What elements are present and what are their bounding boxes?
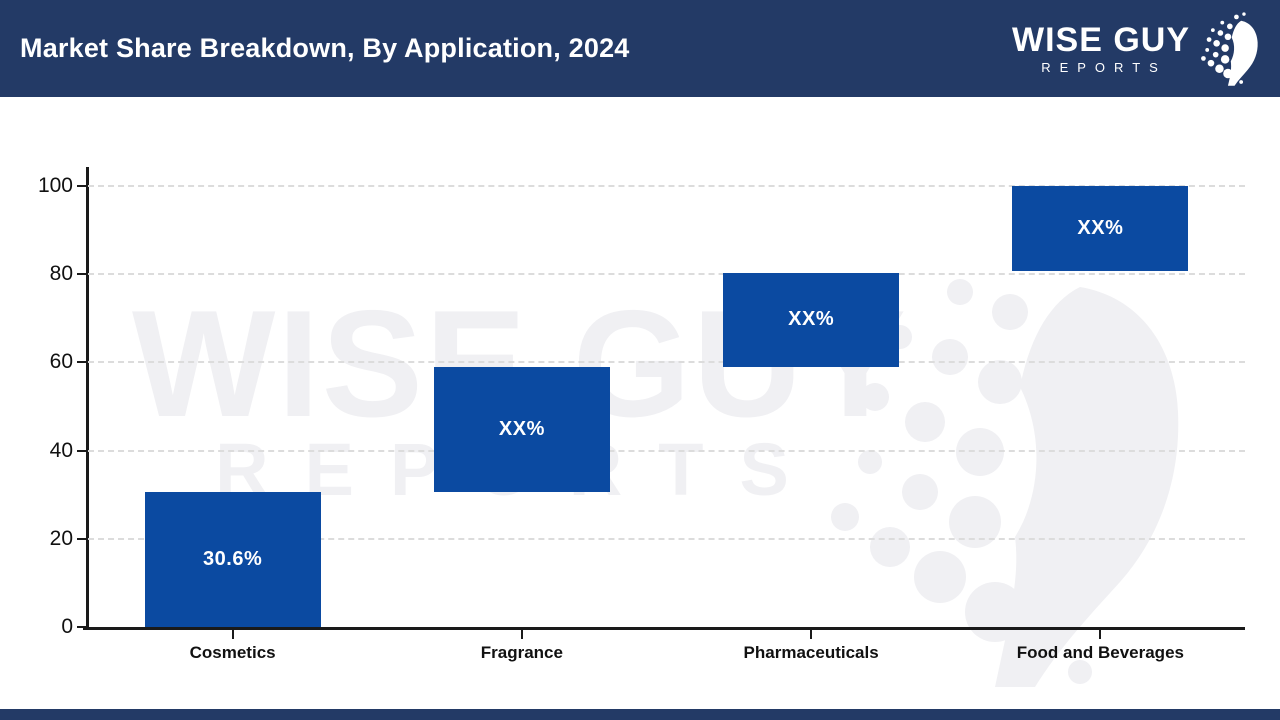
y-tick-label-60: 60 xyxy=(49,350,73,374)
plot-area: 0 20 40 60 80 100 30.6% Cosmetics XX% Fragrance XX… xyxy=(38,167,1245,662)
bar-pharmaceuticals: XX% xyxy=(723,272,900,367)
category-label-pharmaceuticals: Pharmaceuticals xyxy=(743,643,879,662)
y-tick-label-20: 20 xyxy=(49,526,73,550)
category-label-food-and-beverages: Food and Beverages xyxy=(1016,643,1184,662)
bar-cosmetics: 30.6% xyxy=(144,492,321,627)
x-tick-2 xyxy=(810,630,813,639)
bar-value-label: XX% xyxy=(498,417,545,440)
x-tick-3 xyxy=(1099,630,1102,639)
category-label-cosmetics: Cosmetics xyxy=(189,643,276,662)
y-tick-label-80: 80 xyxy=(49,262,73,286)
logo-head-dots-icon xyxy=(1201,12,1258,86)
category-label-fragrance: Fragrance xyxy=(480,643,563,662)
logo-wiseguy-text: WISE GUY xyxy=(1012,21,1191,59)
y-tick-0 xyxy=(77,626,86,628)
gridline-y-100 xyxy=(88,185,1245,187)
x-axis-line xyxy=(83,627,1245,630)
logo-reports-text: REPORTS xyxy=(1041,60,1167,75)
y-tick-100 xyxy=(77,185,86,187)
y-tick-40 xyxy=(77,449,86,452)
brand-logo: WISE GUY REPORTS xyxy=(1012,10,1262,88)
footer-bar xyxy=(0,709,1280,720)
bar-value-label: XX% xyxy=(788,308,835,331)
gridline-y-80 xyxy=(88,273,1245,276)
bar-value-label: XX% xyxy=(1077,217,1124,240)
y-tick-label-100: 100 xyxy=(37,174,73,197)
gridline-y-60 xyxy=(88,361,1245,364)
y-axis-line xyxy=(86,167,89,630)
bar-food-and-beverages: XX% xyxy=(1012,186,1189,272)
y-tick-60 xyxy=(77,361,86,364)
y-tick-80 xyxy=(77,273,86,276)
header-bar: Market Share Breakdown, By Application, … xyxy=(0,0,1280,97)
chart-region: 0 20 40 60 80 100 30.6% Cosmetics XX% Fragrance XX… xyxy=(0,97,1280,709)
x-tick-1 xyxy=(520,630,523,639)
bar-fragrance: XX% xyxy=(433,366,610,493)
gridline-y-40 xyxy=(88,449,1245,452)
x-tick-0 xyxy=(231,630,234,639)
y-tick-20 xyxy=(77,537,86,540)
gridline-y-20 xyxy=(88,537,1245,540)
chart-title: Market Share Breakdown, By Application, … xyxy=(20,33,630,63)
bar-value-label: 30.6% xyxy=(203,548,263,571)
y-tick-label-0: 0 xyxy=(61,615,73,638)
y-tick-label-40: 40 xyxy=(49,438,73,462)
